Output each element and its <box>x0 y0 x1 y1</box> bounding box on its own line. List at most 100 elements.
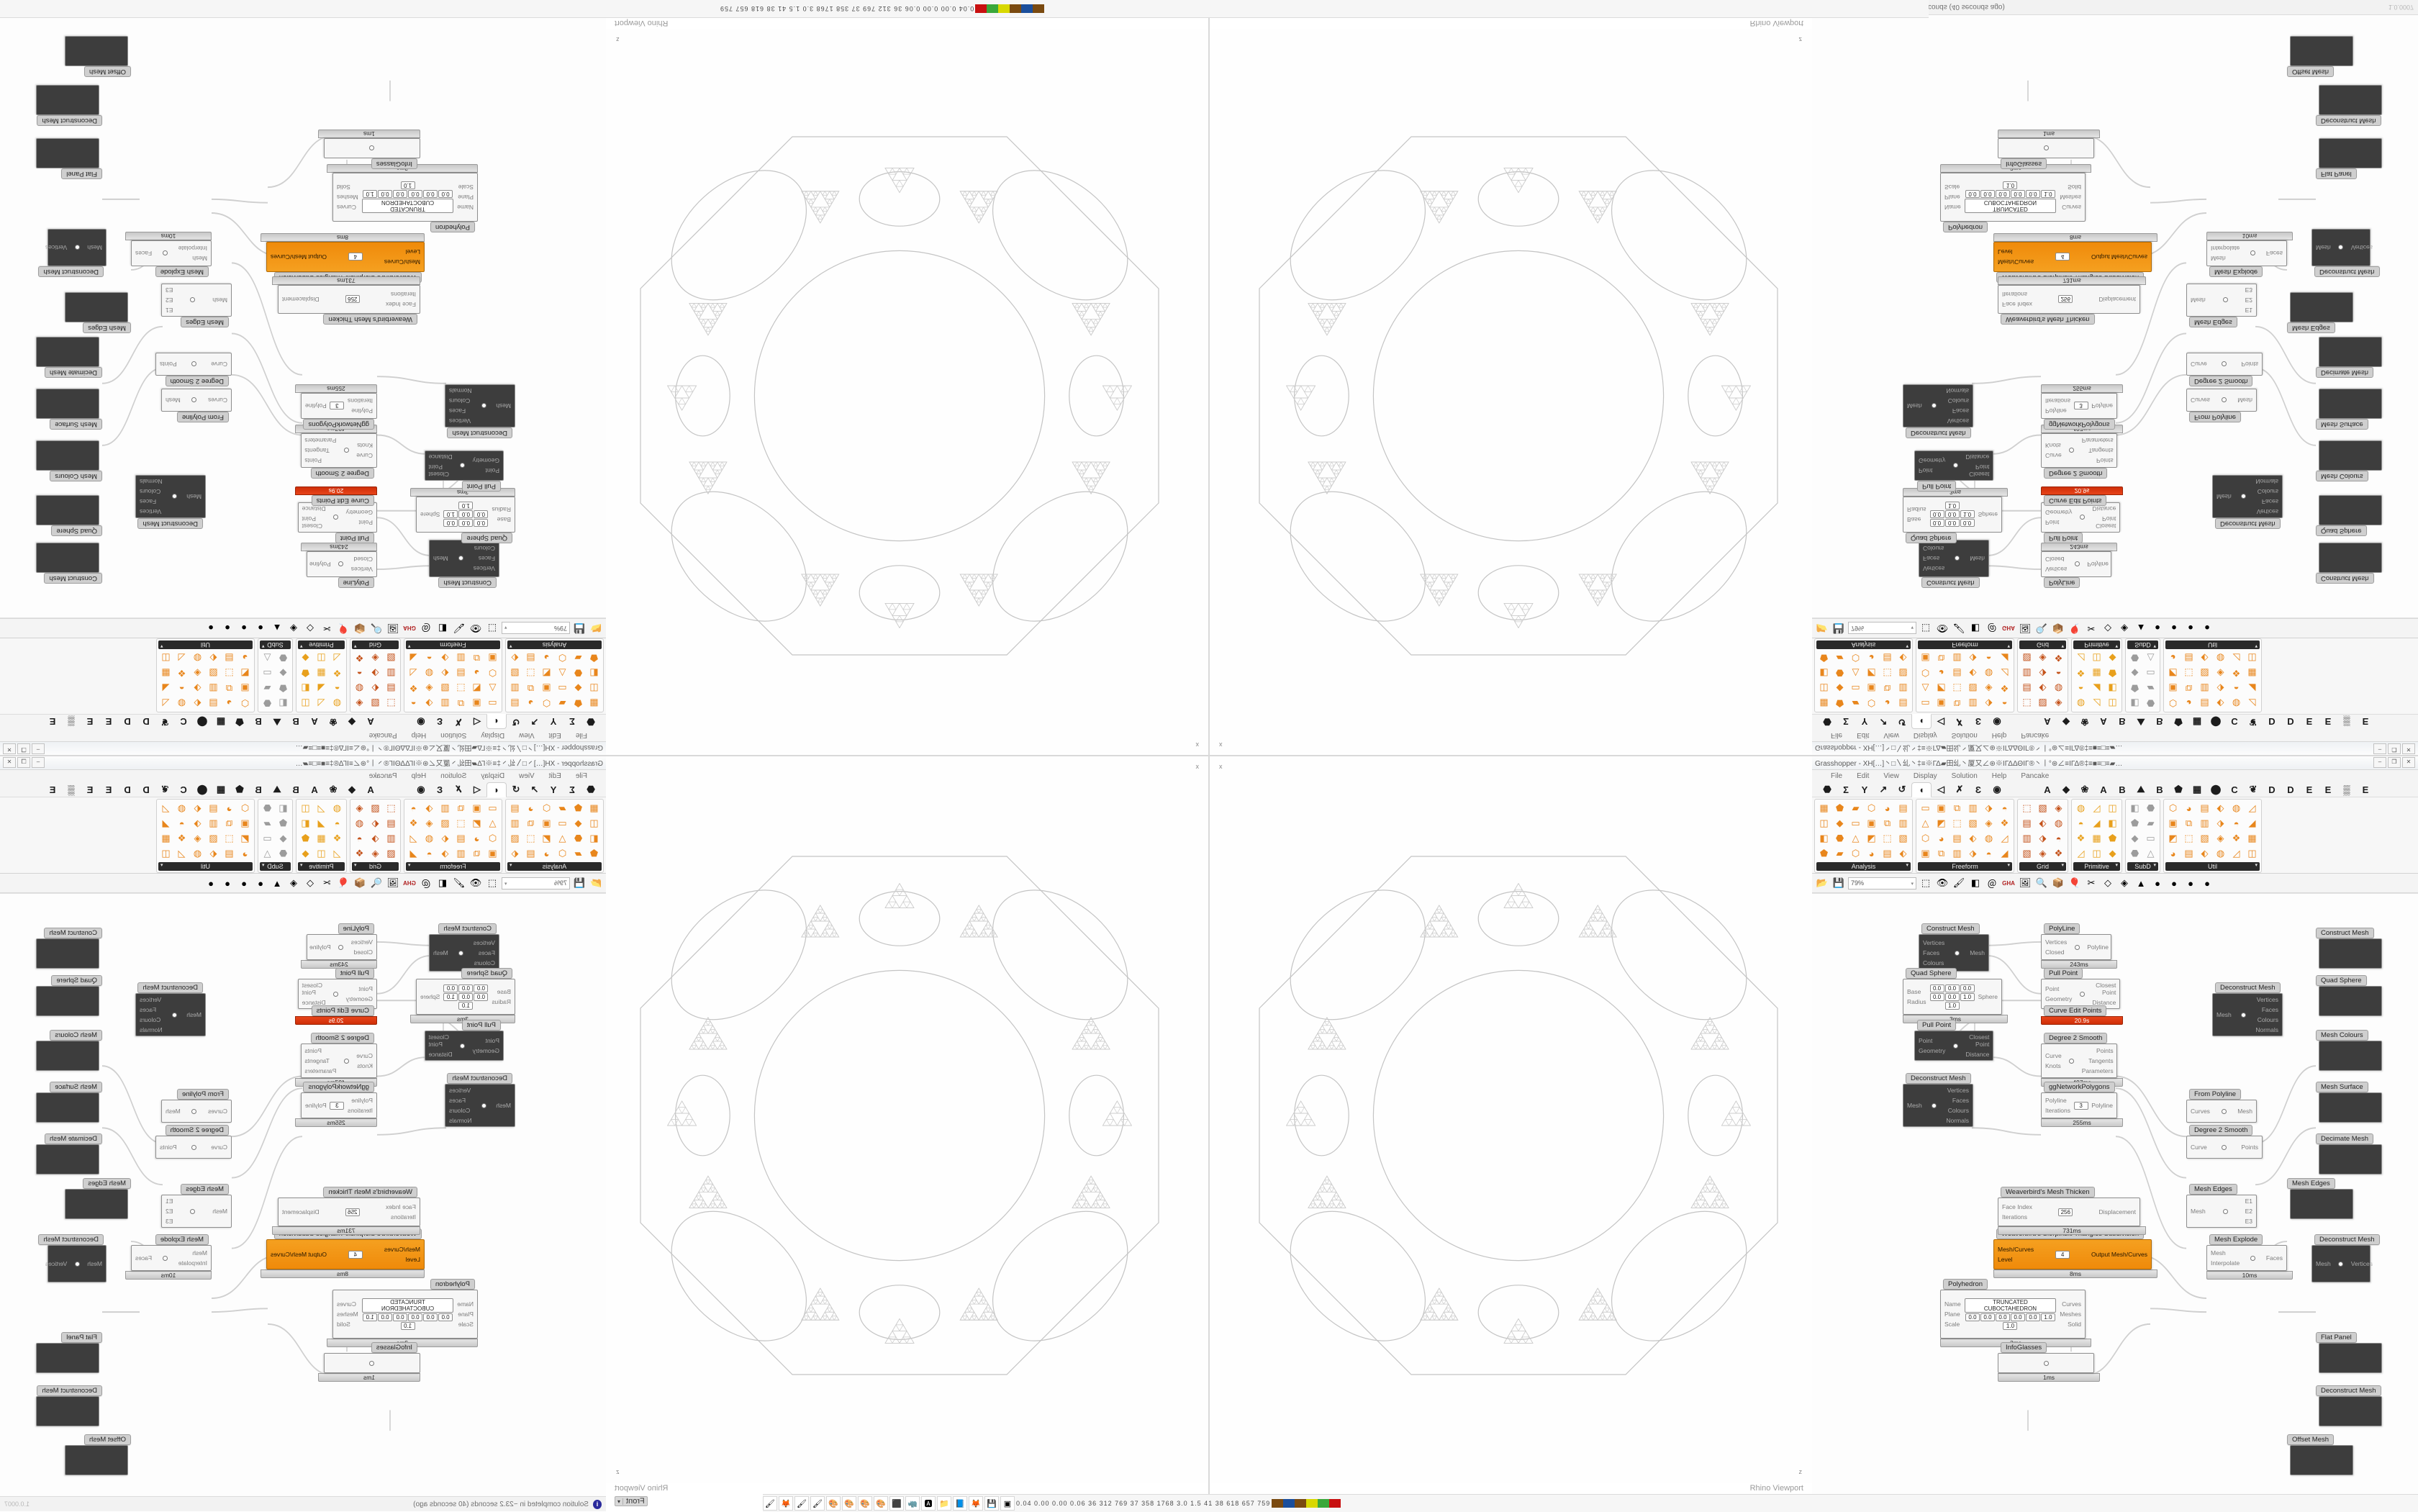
node-name-chip[interactable]: From Polyline <box>2189 412 2242 422</box>
app-icon-gimp-2[interactable]: 🖌 <box>794 1496 809 1511</box>
node-name-chip[interactable]: Quad Sphere <box>1906 968 1957 979</box>
input-port[interactable]: Curves <box>2191 397 2210 404</box>
ribbon-group-label-grid[interactable]: Grid <box>352 640 399 649</box>
node-body[interactable] <box>2319 1041 2382 1071</box>
node-name-chip[interactable]: Quad Sphere <box>2316 525 2367 536</box>
addon-e3-tab[interactable]: E <box>2362 784 2369 795</box>
component-icon[interactable]: ▧ <box>386 848 396 859</box>
node-body[interactable]: Mesh Vertices Faces Colours Normals <box>1903 384 1973 427</box>
component-icon[interactable]: ◕ <box>242 848 248 859</box>
menu-item-help[interactable]: Help <box>1991 772 2007 780</box>
addon-b2-tab[interactable]: B <box>2156 784 2163 795</box>
component-icon[interactable]: ◓ <box>426 652 433 664</box>
ribbon-group-label-grid[interactable]: Grid <box>2019 640 2066 649</box>
node-construct-mesh[interactable]: Construct Mesh Vertices Faces Colours Mesh <box>429 540 499 590</box>
drop-orange-icon[interactable]: ● <box>2188 877 2193 889</box>
component-icon[interactable]: ⬟ <box>2130 683 2139 694</box>
output-port[interactable]: Normals <box>140 1026 163 1033</box>
node-quad-sphere[interactable]: Quad Sphere <box>36 495 102 538</box>
input-port[interactable]: Iterations <box>2045 397 2070 404</box>
input-port[interactable]: Plane <box>458 194 474 201</box>
node-field[interactable]: 1.0 <box>2040 190 2055 198</box>
ribbon-category-tabs[interactable]: ⬣ Σ Υ ↗ ↺ ◖ ◁ ✗ Ɛ ◉ A ◆ ❀ A B ⛰ B ⬟ ▦ ⬤ C ❦ D D E E ▒ E <box>0 782 606 797</box>
input-port[interactable]: Mesh <box>87 244 102 251</box>
output-port[interactable]: Polyline <box>305 402 327 409</box>
node-name-chip[interactable]: Mesh Edges <box>83 1178 131 1189</box>
output-port[interactable]: Points <box>2241 1144 2258 1151</box>
component-icon[interactable]: ▥ <box>2022 668 2032 679</box>
component-icon[interactable]: ⬟ <box>2108 833 2117 843</box>
component-icon[interactable]: ◈ <box>356 802 363 813</box>
node-name-chip[interactable]: Degree 2 Smooth <box>165 1125 229 1136</box>
node-inputs[interactable]: Curve <box>2187 1136 2211 1158</box>
app-icon-palette-2[interactable]: 🎨 <box>842 1496 856 1511</box>
node-outputs[interactable]: Vertices <box>2347 230 2376 266</box>
ribbon-group-freeform[interactable]: ▭ △ ⬡ ▣ ▣ ◩ ◕ ⧉ ⧉ ⬚ ▤ ▥ ▥ ▧ ⬖ ⬗ ⬗ ◈ ◍ ◓ ◓ ❖ ◿ ◢ Freeform <box>404 799 502 873</box>
component-icon[interactable]: ◿ <box>2232 653 2240 664</box>
node-polyhedron[interactable]: Polyhedron Name Plane Scale TRUNCATED CUBOCT… <box>327 164 478 235</box>
node-name-chip[interactable]: From Polyline <box>2189 1089 2242 1100</box>
input-port[interactable]: Faces <box>1923 949 1940 956</box>
component-icon[interactable]: ◈ <box>194 668 202 679</box>
component-icon[interactable]: ▤ <box>209 698 218 709</box>
node-pull-point-1[interactable]: Pull Point Point Geometry Closest Point Dist… <box>298 966 377 1009</box>
component-icon[interactable]: ◆ <box>2131 833 2139 843</box>
output-port[interactable]: Curves <box>2062 1300 2081 1308</box>
node-pull-point-2[interactable]: Pull Point Point Geometry Closest Point Dist… <box>1914 1018 1993 1061</box>
component-icon[interactable]: ⧉ <box>527 683 535 694</box>
node-name-chip[interactable]: Offset Mesh <box>2287 66 2335 77</box>
node-field[interactable]: 1.0 <box>1960 992 1975 1001</box>
addon-a2-tab[interactable]: A <box>311 716 318 728</box>
output-port[interactable]: Displacement <box>2098 1208 2137 1216</box>
input-port[interactable]: Name <box>1944 1300 1961 1308</box>
component-icon[interactable]: ◫ <box>301 698 310 709</box>
preview-eye-icon[interactable]: 👁 <box>1936 877 1949 888</box>
node-outputs[interactable]: Mesh <box>430 540 452 576</box>
output-port[interactable]: Faces <box>135 250 153 257</box>
component-icon[interactable]: ▥ <box>1968 802 1978 813</box>
node-curve-edit-points[interactable]: Curve Edit Points 20.9s <box>295 486 377 508</box>
node-body[interactable]: Name Plane Scale TRUNCATED CUBOCTAHEDRON 0.0… <box>1940 1290 2086 1339</box>
output-port[interactable]: Meshes <box>2060 1310 2081 1318</box>
node-infoglasses[interactable]: InfoGlasses 1ms <box>318 130 420 171</box>
ribbon-group-analysis[interactable]: ▦ ◫ ◧ ⬟ ⬟ ◆ ⬣ ▰ ▰ ▭ △ ⬡ ⬡ ▣ ◩ ◕ ◕ ⧉ ⬚ ▤ ▤ ▥ ▧ ⬖ Analysis <box>1814 799 1913 873</box>
component-icon[interactable]: ◍ <box>355 683 364 694</box>
component-icon[interactable]: ⬖ <box>511 653 519 664</box>
component-icon[interactable]: ◆ <box>1836 683 1844 694</box>
component-icon[interactable]: ⬡ <box>2168 698 2178 709</box>
input-port[interactable]: Vertices <box>2045 566 2068 573</box>
component-icon[interactable]: ▥ <box>386 833 396 843</box>
node-body[interactable]: Curves Mesh <box>2186 1100 2257 1123</box>
node-field[interactable]: 1.0 <box>443 510 458 519</box>
output-port[interactable]: Polyline <box>309 561 331 568</box>
component-icon[interactable]: ◓ <box>426 848 433 859</box>
menu-item-pancake[interactable]: Pancake <box>2021 772 2050 780</box>
component-icon[interactable]: ◫ <box>589 818 599 828</box>
node-field[interactable]: 0.0 <box>438 190 453 198</box>
node-name-chip[interactable]: Deconstruct Mesh <box>447 1073 512 1084</box>
node-flat-panel[interactable]: Flat Panel <box>2316 138 2382 181</box>
node-deconstruct-mesh-1[interactable]: Deconstruct Mesh Mesh Vertices Faces Colours… <box>445 384 515 440</box>
output-port[interactable]: Mesh <box>1970 555 1985 562</box>
node-name-chip[interactable]: Weaverbird's Mesh Thicken <box>2001 314 2095 325</box>
maths-tab[interactable]: Σ <box>569 716 575 728</box>
node-name-chip[interactable]: Curve Edit Points <box>311 495 374 506</box>
node-name-chip[interactable]: Mesh Edges <box>181 1184 229 1195</box>
node-name-chip[interactable]: Quad Sphere <box>51 525 102 536</box>
node-body[interactable]: Face Index Iterations 256 Displacement <box>1998 285 2140 314</box>
document-icon[interactable]: 🖼 <box>2019 623 2032 634</box>
output-port[interactable]: Sphere <box>1978 993 1998 1000</box>
node-field[interactable]: 256 <box>2058 295 2073 304</box>
component-icon[interactable]: ⬣ <box>279 848 288 859</box>
component-icon[interactable]: ◕ <box>2170 652 2176 664</box>
node-infoglasses[interactable]: InfoGlasses 1ms <box>318 1340 420 1382</box>
ribbon-group-label-util[interactable]: Util <box>2165 862 2260 871</box>
output-port[interactable]: Normals <box>449 387 472 394</box>
node-field[interactable]: 0.0 <box>1944 992 1960 1001</box>
node-name-chip[interactable]: Decimate Mesh <box>2316 367 2373 378</box>
node-name-chip[interactable]: Decimate Mesh <box>45 367 102 378</box>
scissors-icon[interactable]: ✂ <box>2087 623 2096 634</box>
node-deconstruct-mesh-2[interactable]: Deconstruct Mesh Mesh Vertices Faces Colours… <box>135 475 206 531</box>
output-port[interactable]: Displacement <box>2098 296 2137 303</box>
input-port[interactable]: Polyline <box>2045 1097 2067 1104</box>
